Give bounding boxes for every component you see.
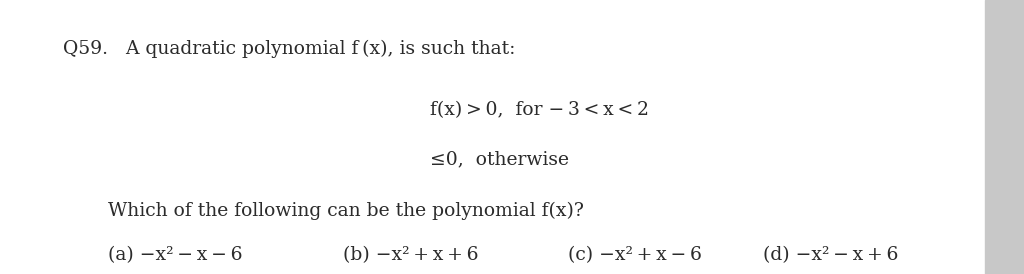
Text: (b) −x² + x + 6: (b) −x² + x + 6	[343, 246, 478, 264]
Text: (d) −x² − x + 6: (d) −x² − x + 6	[763, 246, 898, 264]
Text: Which of the following can be the polynomial f(x)?: Which of the following can be the polyno…	[108, 202, 584, 220]
Text: ≤0,  otherwise: ≤0, otherwise	[430, 150, 569, 168]
Text: (c) −x² + x − 6: (c) −x² + x − 6	[568, 246, 702, 264]
Text: Q59.   A quadratic polynomial f (x), is such that:: Q59. A quadratic polynomial f (x), is su…	[63, 40, 516, 58]
Text: (a) −x² − x − 6: (a) −x² − x − 6	[108, 246, 242, 264]
Bar	[985, 0, 1024, 274]
Text: f(x) > 0,  for − 3 < x < 2: f(x) > 0, for − 3 < x < 2	[430, 101, 649, 119]
